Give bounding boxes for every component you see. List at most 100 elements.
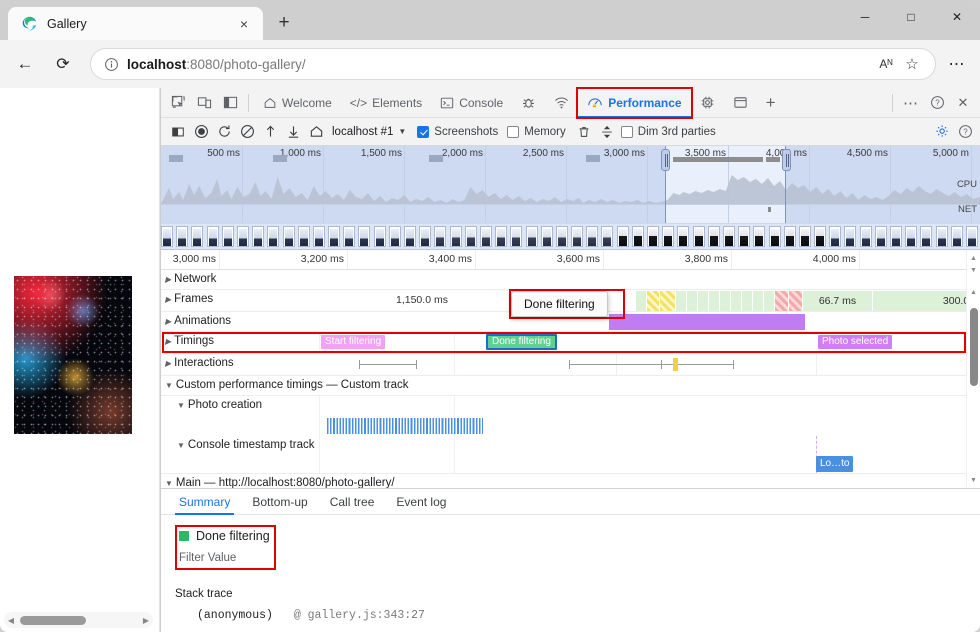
help-icon[interactable]: ? xyxy=(954,121,976,143)
screenshots-checkbox-box[interactable] xyxy=(417,125,430,138)
frame-cell[interactable] xyxy=(636,291,647,311)
filmstrip-thumbnail[interactable] xyxy=(814,226,827,247)
tab-performance[interactable]: Performance xyxy=(578,88,691,118)
back-button[interactable]: ← xyxy=(16,54,34,73)
filmstrip-thumbnail[interactable] xyxy=(358,226,371,247)
filmstrip-thumbnail[interactable] xyxy=(920,226,933,247)
gear-icon[interactable] xyxy=(931,121,953,143)
frame-cell[interactable] xyxy=(687,291,698,311)
filmstrip-thumbnail[interactable] xyxy=(768,226,781,247)
expand-arrow-icon[interactable]: ▶ xyxy=(165,337,172,346)
filmstrip-thumbnail[interactable] xyxy=(297,226,310,247)
tab-application[interactable] xyxy=(724,88,757,118)
photo-creation-events[interactable] xyxy=(327,418,483,434)
timing-marker-photo-selected[interactable]: Photo selected xyxy=(818,335,893,349)
scroll-up-arrow[interactable]: ▲ xyxy=(970,254,977,262)
filmstrip-thumbnail[interactable] xyxy=(829,226,842,247)
filmstrip-thumbnail[interactable] xyxy=(434,226,447,247)
track-network[interactable]: ▶ Network xyxy=(161,270,980,290)
filmstrip-thumbnail[interactable] xyxy=(540,226,553,247)
timing-marker-start-filtering[interactable]: Start filtering xyxy=(321,335,386,349)
console-timestamp-marker[interactable]: Lo…to xyxy=(816,456,854,472)
track-custom-timings-label[interactable]: ▼ Custom performance timings — Custom tra… xyxy=(165,379,409,391)
timeline-flamechart[interactable]: 3,000 ms 3,200 ms 3,400 ms 3,600 ms 3,80… xyxy=(161,250,980,488)
filmstrip[interactable] xyxy=(161,224,980,250)
filmstrip-thumbnail[interactable] xyxy=(965,226,978,247)
frame-cell-partial[interactable] xyxy=(660,291,676,311)
track-photo-creation[interactable]: ▼ Photo creation xyxy=(161,396,980,436)
scroll-right-arrow[interactable]: ▶ xyxy=(142,615,150,625)
interaction-whisker[interactable] xyxy=(569,364,734,365)
filmstrip-thumbnail[interactable] xyxy=(236,226,249,247)
track-console-timestamp[interactable]: ▼ Console timestamp track Lo…to xyxy=(161,436,980,474)
clear-icon[interactable] xyxy=(236,121,258,143)
filmstrip-thumbnail[interactable] xyxy=(343,226,356,247)
reload-and-record-icon[interactable] xyxy=(213,121,235,143)
collapse-arrow-icon[interactable]: ▼ xyxy=(177,401,185,410)
filmstrip-thumbnail[interactable] xyxy=(495,226,508,247)
filmstrip-thumbnail[interactable] xyxy=(191,226,204,247)
dim-third-parties-checkbox-box[interactable] xyxy=(620,125,633,138)
tab-console[interactable]: Console xyxy=(431,88,512,118)
scroll-thumb[interactable] xyxy=(970,308,978,386)
filmstrip-thumbnail[interactable] xyxy=(449,226,462,247)
favorite-icon[interactable]: ☆ xyxy=(905,56,919,73)
filmstrip-thumbnail[interactable] xyxy=(722,226,735,247)
inspect-icon[interactable] xyxy=(166,91,190,115)
filmstrip-thumbnail[interactable] xyxy=(844,226,857,247)
browser-settings-button[interactable]: ⋯ xyxy=(948,56,966,73)
frame-cell[interactable] xyxy=(720,291,731,311)
record-screenshot-icon[interactable] xyxy=(167,121,189,143)
target-selector[interactable]: localhost #1 xyxy=(332,125,394,138)
trash-icon[interactable] xyxy=(573,121,595,143)
filmstrip-thumbnail[interactable] xyxy=(525,226,538,247)
scroll-thumb[interactable] xyxy=(20,615,86,625)
filmstrip-thumbnail[interactable] xyxy=(479,226,492,247)
filmstrip-thumbnail[interactable] xyxy=(753,226,766,247)
track-animations-label[interactable]: ▶ Animations xyxy=(165,315,231,327)
filmstrip-thumbnail[interactable] xyxy=(631,226,644,247)
track-main[interactable]: ▼ Main — http://localhost:8080/photo-gall… xyxy=(161,474,980,488)
filmstrip-thumbnail[interactable] xyxy=(419,226,432,247)
collapse-arrow-icon[interactable]: ▼ xyxy=(165,381,173,390)
filmstrip-thumbnail[interactable] xyxy=(798,226,811,247)
tab-elements[interactable]: </> Elements xyxy=(341,88,431,118)
address-bar[interactable]: localhost:8080/photo-gallery/ Aᴺ ☆ xyxy=(90,48,936,80)
dock-side-icon[interactable] xyxy=(218,91,242,115)
record-button[interactable] xyxy=(190,121,212,143)
track-frames-label[interactable]: ▶ Frames xyxy=(165,293,213,305)
track-animations[interactable]: ▶ Animations xyxy=(161,312,980,332)
filmstrip-thumbnail[interactable] xyxy=(692,226,705,247)
stack-trace-row[interactable]: (anonymous) @ gallery.js:343:27 xyxy=(175,609,966,622)
filmstrip-thumbnail[interactable] xyxy=(890,226,902,247)
filmstrip-thumbnail[interactable] xyxy=(707,226,720,247)
chevron-down-icon[interactable]: ▼ xyxy=(398,127,407,136)
gallery-photo[interactable] xyxy=(14,276,132,434)
tab-memory[interactable] xyxy=(691,88,724,118)
stack-location[interactable]: gallery.js:343:27 xyxy=(307,609,425,622)
more-tabs-button[interactable]: + xyxy=(757,88,785,118)
filmstrip-thumbnail[interactable] xyxy=(252,226,265,247)
frame-cell-dropped[interactable] xyxy=(789,291,803,311)
expand-arrow-icon[interactable]: ▶ xyxy=(165,359,172,368)
frame-cell-labeled[interactable]: 300.0 ms xyxy=(873,291,980,311)
scroll-up-arrow-2[interactable]: ▲ xyxy=(970,288,977,296)
device-toolbar-icon[interactable] xyxy=(192,91,216,115)
tab-event-log[interactable]: Event log xyxy=(396,494,447,509)
download-icon[interactable] xyxy=(282,121,304,143)
collapse-arrow-icon[interactable]: ▼ xyxy=(165,479,173,488)
track-timings-label[interactable]: ▶ Timings xyxy=(165,335,214,347)
close-window-button[interactable]: ✕ xyxy=(951,9,963,24)
filmstrip-thumbnail[interactable] xyxy=(616,226,629,247)
timeline-vertical-scrollbar[interactable]: ▲ ▼ ▲ ▼ xyxy=(966,250,980,488)
tab-close-icon[interactable]: × xyxy=(239,15,249,32)
filmstrip-thumbnail[interactable] xyxy=(404,226,416,247)
track-custom-performance-timings[interactable]: ▼ Custom performance timings — Custom tra… xyxy=(161,376,980,396)
devtools-more-button[interactable]: ⋯ xyxy=(903,94,919,112)
memory-checkbox[interactable]: Memory xyxy=(507,125,566,138)
frame-cell[interactable] xyxy=(731,291,742,311)
animation-bar[interactable] xyxy=(609,314,805,330)
tab-call-tree[interactable]: Call tree xyxy=(329,494,375,509)
filmstrip-thumbnail[interactable] xyxy=(586,226,599,247)
page-horizontal-scrollbar[interactable]: ◀ ▶ xyxy=(4,612,153,628)
